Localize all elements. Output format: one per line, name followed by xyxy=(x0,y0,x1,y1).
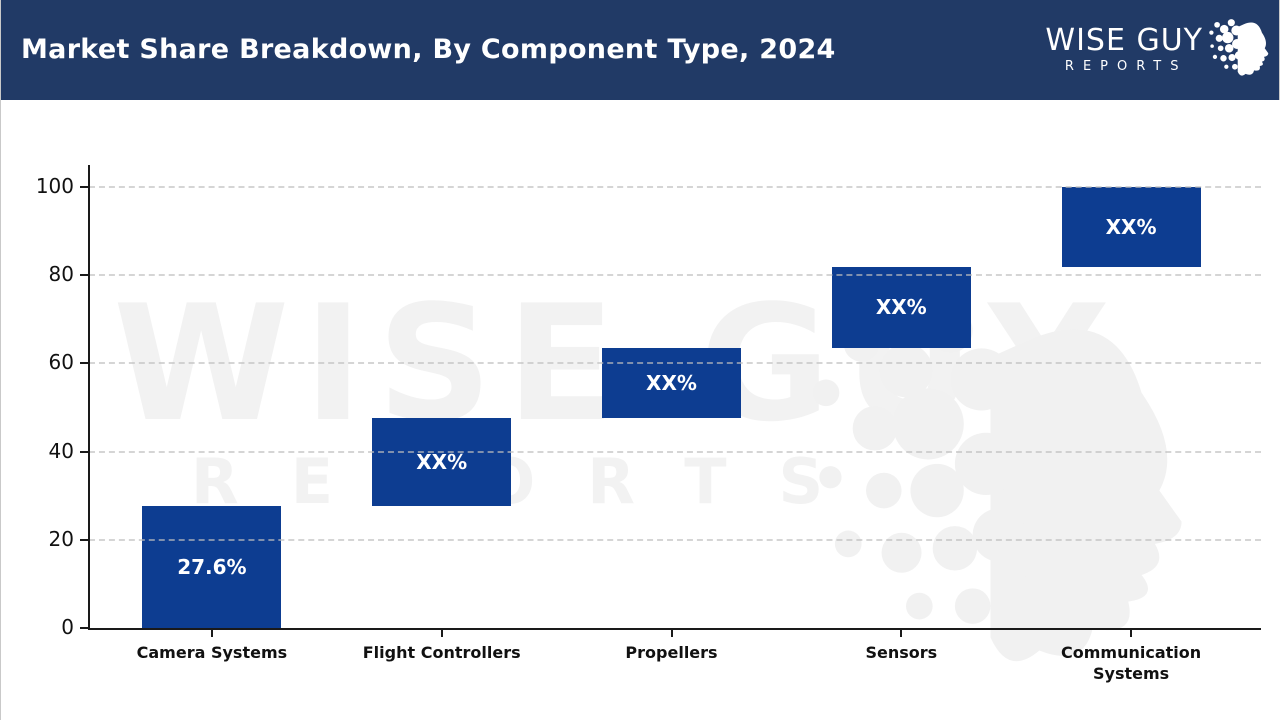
y-axis-label-60: 60 xyxy=(48,350,74,375)
y-axis-label-100: 100 xyxy=(35,174,74,198)
y-axis-label-40: 40 xyxy=(48,438,74,463)
bar-value-label: XX% xyxy=(875,295,927,320)
bar-value-label: XX% xyxy=(646,371,697,395)
y-tick xyxy=(80,538,89,541)
bar-propellers: XX% xyxy=(602,347,741,419)
x-axis-label-propellers: Propellers xyxy=(625,643,718,662)
x-axis-label-flight-controllers: Flight Controllers xyxy=(362,643,521,662)
x-axis-line xyxy=(88,628,1261,630)
page-title: Market Share Breakdown, By Component Typ… xyxy=(21,34,836,65)
gridline-60 xyxy=(89,362,1261,365)
logo-wordmark: WISE GUY xyxy=(1045,22,1203,58)
x-axis-label-camera-systems: Camera Systems xyxy=(136,643,288,662)
y-axis-label-20: 20 xyxy=(48,526,74,551)
x-tick xyxy=(670,630,673,637)
x-axis-label-sensors: Sensors xyxy=(865,643,938,662)
plot-region: 27.6% Camera Systems XX% Flight Controllers… xyxy=(1,100,1280,720)
y-tick xyxy=(80,186,89,188)
y-axis-label-0: 0 xyxy=(61,615,74,639)
y-tick xyxy=(80,362,89,365)
bar-camera-systems: 27.6% xyxy=(142,506,282,628)
x-tick xyxy=(900,630,903,637)
bar-sensors: XX% xyxy=(831,266,971,348)
bar-value-label: XX% xyxy=(416,450,468,475)
x-tick xyxy=(440,630,443,637)
x-axis-label-communication-systems: Communication Systems xyxy=(1061,643,1202,683)
bar-value-label: 27.6% xyxy=(177,555,247,580)
gridline-100 xyxy=(89,186,1261,188)
x-tick xyxy=(210,630,213,637)
bar-value-label: XX% xyxy=(1105,214,1157,239)
x-tick xyxy=(1130,630,1133,637)
y-tick xyxy=(80,450,89,453)
y-tick xyxy=(80,627,89,629)
logo-text: WISE GUY REPORTS xyxy=(1045,22,1203,75)
dotted-head-icon xyxy=(1209,19,1269,76)
wise-guy-reports-logo: WISE GUY REPORTS xyxy=(1045,8,1269,90)
gridline-80 xyxy=(89,274,1261,277)
y-tick xyxy=(80,274,89,277)
y-axis-line xyxy=(88,164,90,630)
gridline-40 xyxy=(89,450,1261,453)
header-bar: Market Share Breakdown, By Component Typ… xyxy=(1,0,1279,100)
logo-subtitle: REPORTS xyxy=(1064,58,1188,74)
gridline-20 xyxy=(89,538,1261,541)
chart-canvas: WISE GUY REPORTS 27.6%Camera SystemsXX%F… xyxy=(1,100,1280,720)
bar-flight-controllers: XX% xyxy=(372,418,512,507)
bar-communication-systems: XX% xyxy=(1061,187,1201,267)
y-axis-label-80: 80 xyxy=(48,262,74,287)
